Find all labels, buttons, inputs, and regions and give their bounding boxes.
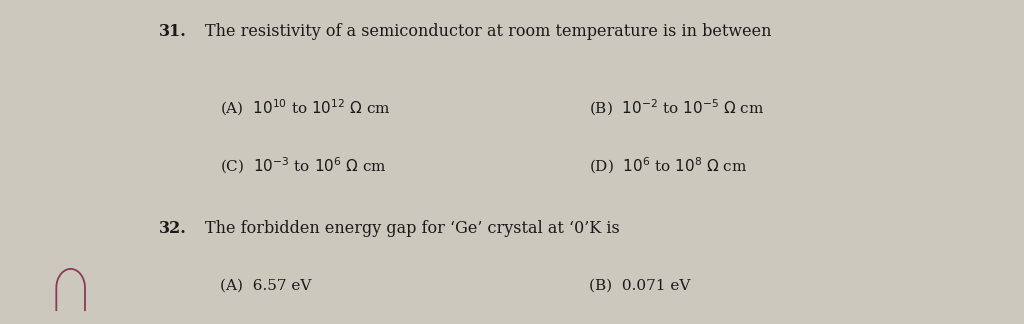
Text: The forbidden energy gap for ‘Ge’ crystal at ‘0’K is: The forbidden energy gap for ‘Ge’ crysta… [205, 220, 620, 237]
Text: 32.: 32. [159, 220, 186, 237]
Text: (B)  $10^{-2}$ to $10^{-5}$ $\Omega$ cm: (B) $10^{-2}$ to $10^{-5}$ $\Omega$ cm [589, 97, 764, 118]
Text: (A)  $10^{10}$ to $10^{12}$ $\Omega$ cm: (A) $10^{10}$ to $10^{12}$ $\Omega$ cm [220, 97, 391, 118]
Text: The resistivity of a semiconductor at room temperature is in between: The resistivity of a semiconductor at ro… [205, 23, 771, 40]
Text: (A)  6.57 eV: (A) 6.57 eV [220, 279, 311, 293]
Text: (D)  $10^{6}$ to $10^{8}$ $\Omega$ cm: (D) $10^{6}$ to $10^{8}$ $\Omega$ cm [589, 156, 748, 176]
Text: (C)  $10^{-3}$ to $10^{6}$ $\Omega$ cm: (C) $10^{-3}$ to $10^{6}$ $\Omega$ cm [220, 156, 387, 176]
Text: (B)  0.071 eV: (B) 0.071 eV [589, 279, 690, 293]
Text: 31.: 31. [159, 23, 186, 40]
